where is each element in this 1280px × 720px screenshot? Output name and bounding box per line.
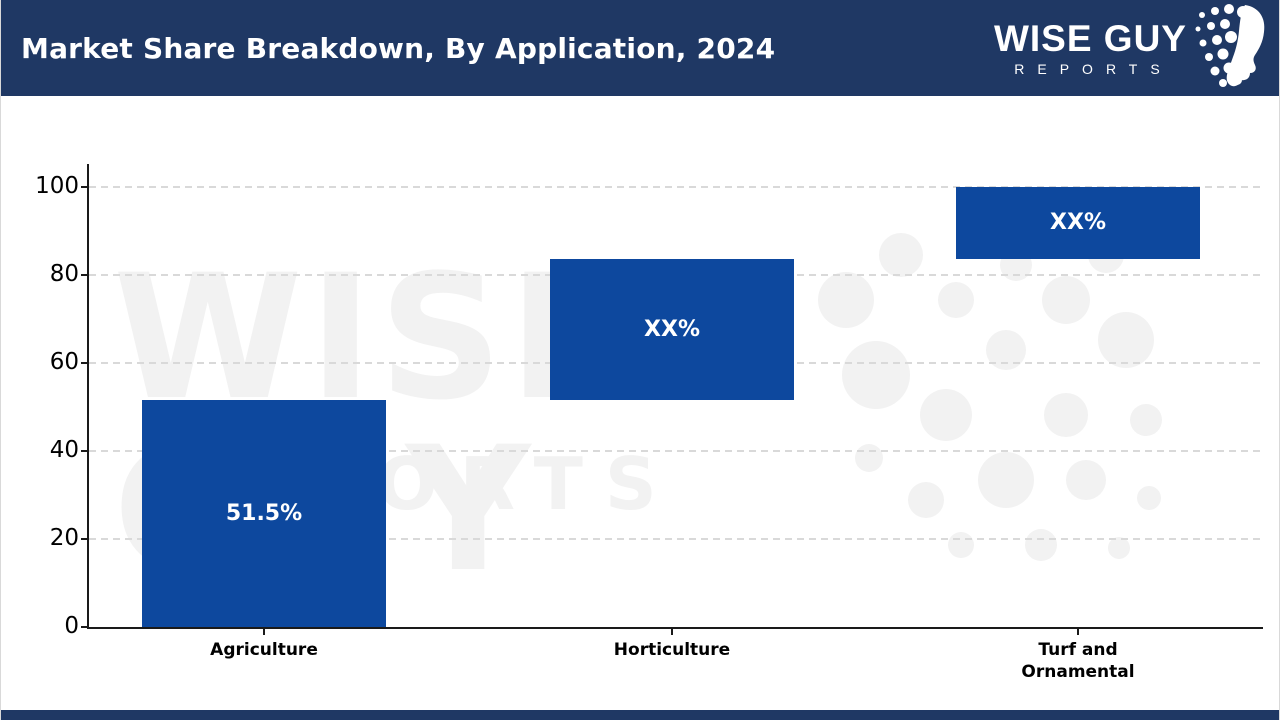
logo-line2: REPORTS [1014,61,1173,77]
y-tick-mark-0 [81,626,88,628]
wiseguy-logo: WISE GUY REPORTS [994,3,1267,93]
y-tick-label-80: 80 [49,260,79,287]
y-tick-label-60: 60 [49,348,79,375]
bar-turf-and-ornamental: XX% [956,186,1200,260]
dotted-face-profile-icon [1189,3,1267,93]
header-bar: Market Share Breakdown, By Application, … [1,0,1279,96]
bar-horticulture: XX% [550,259,794,401]
x-tick-mark-agriculture [263,627,265,635]
y-tick-mark-40 [81,449,88,452]
wiseguy-logo-text: WISE GUY REPORTS [994,20,1187,76]
y-tick-mark-80 [81,273,88,276]
y-tick-label-0: 0 [64,613,79,639]
gridline-100 [89,185,1263,188]
x-tick-mark-turf-and-ornamental [1077,627,1079,635]
y-tick-mark-100 [81,185,88,188]
bar-value-label-horticulture: XX% [644,317,700,343]
y-tick-label-40: 40 [49,436,79,463]
bar-agriculture: 51.5% [142,400,386,627]
x-axis-spine [87,627,1263,629]
gridline-20 [89,537,1263,540]
x-tick-label-horticulture: Horticulture [613,640,731,660]
x-tick-label-agriculture: Agriculture [210,640,318,660]
footer-bar [1,710,1279,720]
logo-line1: WISE GUY [993,18,1187,59]
y-tick-label-100: 100 [35,172,79,199]
y-axis-spine [87,164,89,629]
bar-value-label-agriculture: 51.5% [225,501,303,527]
x-tick-label-turf-and-ornamental: Turf and Ornamental [1021,640,1135,683]
gridline-40 [89,449,1263,452]
bar-value-label-turf-and-ornamental: XX% [1050,210,1106,236]
y-tick-label-20: 20 [49,524,79,551]
y-tick-mark-60 [81,361,88,364]
page-title: Market Share Breakdown, By Application, … [21,31,776,65]
y-tick-mark-20 [81,537,88,540]
x-tick-mark-horticulture [671,627,673,635]
